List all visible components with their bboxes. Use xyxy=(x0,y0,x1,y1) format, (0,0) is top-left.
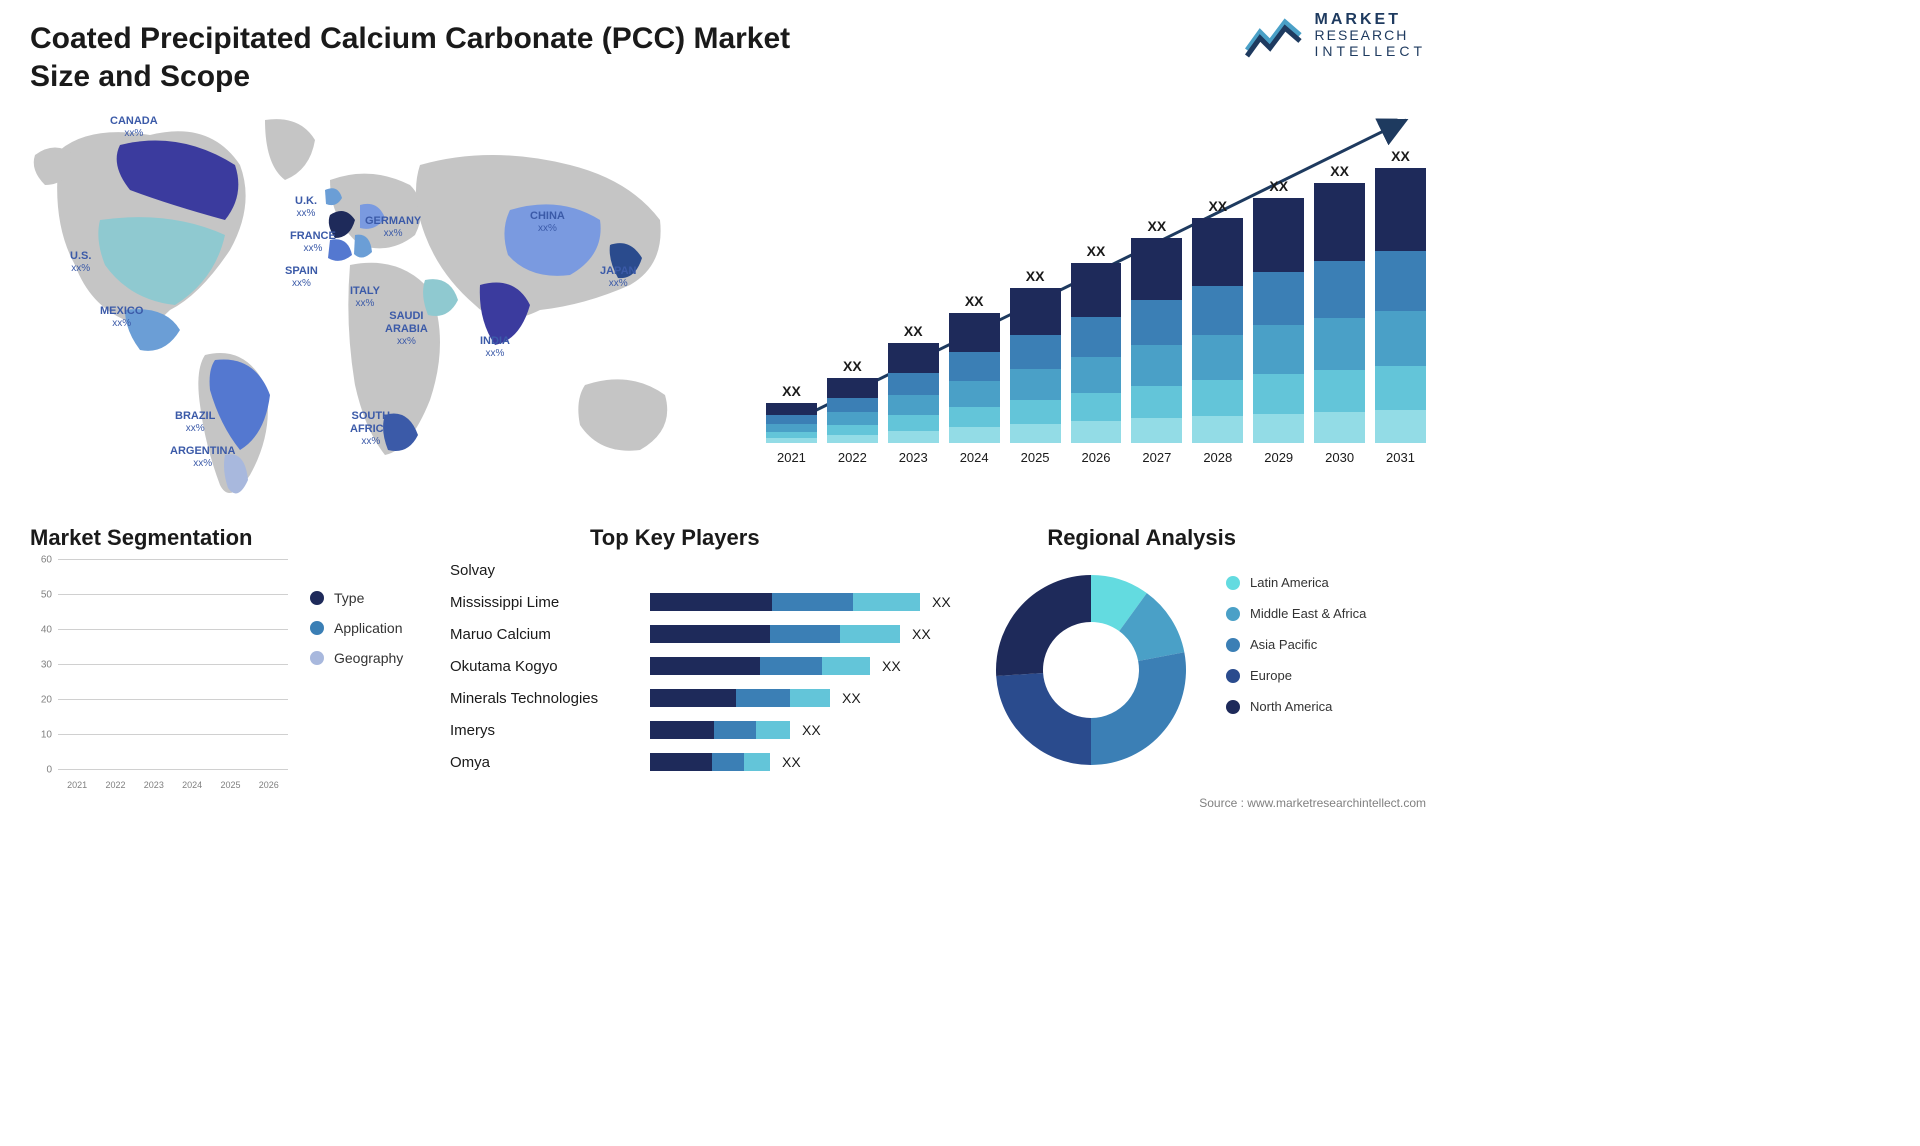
player-row: OmyaXX xyxy=(450,747,970,777)
map-label: SOUTHAFRICAxx% xyxy=(350,410,392,448)
legend-item: Type xyxy=(310,590,430,606)
growth-year-label: 2022 xyxy=(827,450,878,465)
map-label: FRANCExx% xyxy=(290,230,336,255)
legend-item: Asia Pacific xyxy=(1226,637,1426,652)
growth-bar: XX xyxy=(1071,243,1122,443)
legend-item: Application xyxy=(310,620,430,636)
legend-item: Latin America xyxy=(1226,575,1426,590)
legend-item: Middle East & Africa xyxy=(1226,606,1426,621)
regional-analysis: Latin America Middle East & Africa Asia Pa… xyxy=(986,555,1426,785)
growth-bar: XX xyxy=(1314,163,1365,443)
segmentation-year: 2025 xyxy=(215,780,245,790)
segmentation-year: 2024 xyxy=(177,780,207,790)
logo-icon xyxy=(1245,10,1305,60)
logo-text-2: RESEARCH xyxy=(1315,28,1426,43)
page-title: Coated Precipitated Calcium Carbonate (P… xyxy=(30,20,850,95)
map-label: U.K.xx% xyxy=(295,195,317,220)
donut-slice xyxy=(996,673,1091,765)
player-row: Minerals TechnologiesXX xyxy=(450,683,970,713)
segmentation-legend: Type Application Geography xyxy=(310,590,430,680)
map-label: JAPANxx% xyxy=(600,265,636,290)
map-label: MEXICOxx% xyxy=(100,305,143,330)
growth-bar: XX xyxy=(1253,178,1304,443)
growth-year-label: 2024 xyxy=(949,450,1000,465)
growth-bar: XX xyxy=(888,323,939,443)
logo-text-1: MARKET xyxy=(1315,11,1426,29)
map-label: SAUDIARABIAxx% xyxy=(385,310,428,348)
growth-year-label: 2026 xyxy=(1071,450,1122,465)
player-row: Maruo CalciumXX xyxy=(450,619,970,649)
regional-legend: Latin America Middle East & Africa Asia Pa… xyxy=(1226,575,1426,730)
map-label: GERMANYxx% xyxy=(365,215,421,240)
growth-bar: XX xyxy=(766,383,817,443)
growth-year-label: 2029 xyxy=(1253,450,1304,465)
world-map: CANADAxx% U.S.xx% MEXICOxx% BRAZILxx% ARGENT… xyxy=(30,110,710,510)
map-label: SPAINxx% xyxy=(285,265,318,290)
segmentation-chart: 0102030405060 202120222023202420252026 T… xyxy=(30,560,430,790)
player-row: ImerysXX xyxy=(450,715,970,745)
growth-bar: XX xyxy=(1010,268,1061,443)
segmentation-year: 2023 xyxy=(139,780,169,790)
logo-text-3: INTELLECT xyxy=(1315,44,1426,59)
segmentation-title: Market Segmentation xyxy=(30,525,253,551)
legend-item: Europe xyxy=(1226,668,1426,683)
donut-slice xyxy=(1091,652,1186,765)
segmentation-year: 2021 xyxy=(62,780,92,790)
map-label: INDIAxx% xyxy=(480,335,510,360)
players-title: Top Key Players xyxy=(590,525,760,551)
growth-bar: XX xyxy=(827,358,878,443)
map-label: ITALYxx% xyxy=(350,285,380,310)
growth-year-label: 2025 xyxy=(1010,450,1061,465)
map-label: U.S.xx% xyxy=(70,250,91,275)
growth-chart: XXXXXXXXXXXXXXXXXXXXXX 20212022202320242… xyxy=(766,105,1426,465)
map-label: CHINAxx% xyxy=(530,210,565,235)
legend-item: North America xyxy=(1226,699,1426,714)
map-label: CANADAxx% xyxy=(110,115,158,140)
growth-year-label: 2021 xyxy=(766,450,817,465)
source-attribution: Source : www.marketresearchintellect.com xyxy=(1199,796,1426,810)
legend-item: Geography xyxy=(310,650,430,666)
player-row: Okutama KogyoXX xyxy=(450,651,970,681)
growth-bar: XX xyxy=(1375,148,1426,443)
growth-year-label: 2028 xyxy=(1192,450,1243,465)
player-row: Solvay xyxy=(450,555,970,585)
player-row: Mississippi LimeXX xyxy=(450,587,970,617)
key-players-chart: SolvayMississippi LimeXXMaruo CalciumXXO… xyxy=(450,555,970,790)
growth-year-label: 2023 xyxy=(888,450,939,465)
growth-bar: XX xyxy=(1131,218,1182,443)
segmentation-year: 2026 xyxy=(254,780,284,790)
map-label: BRAZILxx% xyxy=(175,410,215,435)
growth-bar: XX xyxy=(949,293,1000,443)
growth-bar: XX xyxy=(1192,198,1243,443)
segmentation-year: 2022 xyxy=(100,780,130,790)
growth-year-label: 2030 xyxy=(1314,450,1365,465)
regional-donut xyxy=(986,565,1196,775)
map-label: ARGENTINAxx% xyxy=(170,445,235,470)
brand-logo: MARKET RESEARCH INTELLECT xyxy=(1245,10,1426,60)
growth-year-label: 2027 xyxy=(1131,450,1182,465)
growth-year-label: 2031 xyxy=(1375,450,1426,465)
donut-slice xyxy=(996,575,1091,676)
regional-title: Regional Analysis xyxy=(1047,525,1236,551)
